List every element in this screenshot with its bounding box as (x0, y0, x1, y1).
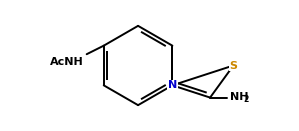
Text: 2: 2 (243, 95, 248, 104)
Text: NH: NH (230, 92, 248, 102)
Text: AcNH: AcNH (50, 57, 84, 67)
Text: N: N (168, 80, 177, 90)
Text: S: S (229, 61, 237, 70)
